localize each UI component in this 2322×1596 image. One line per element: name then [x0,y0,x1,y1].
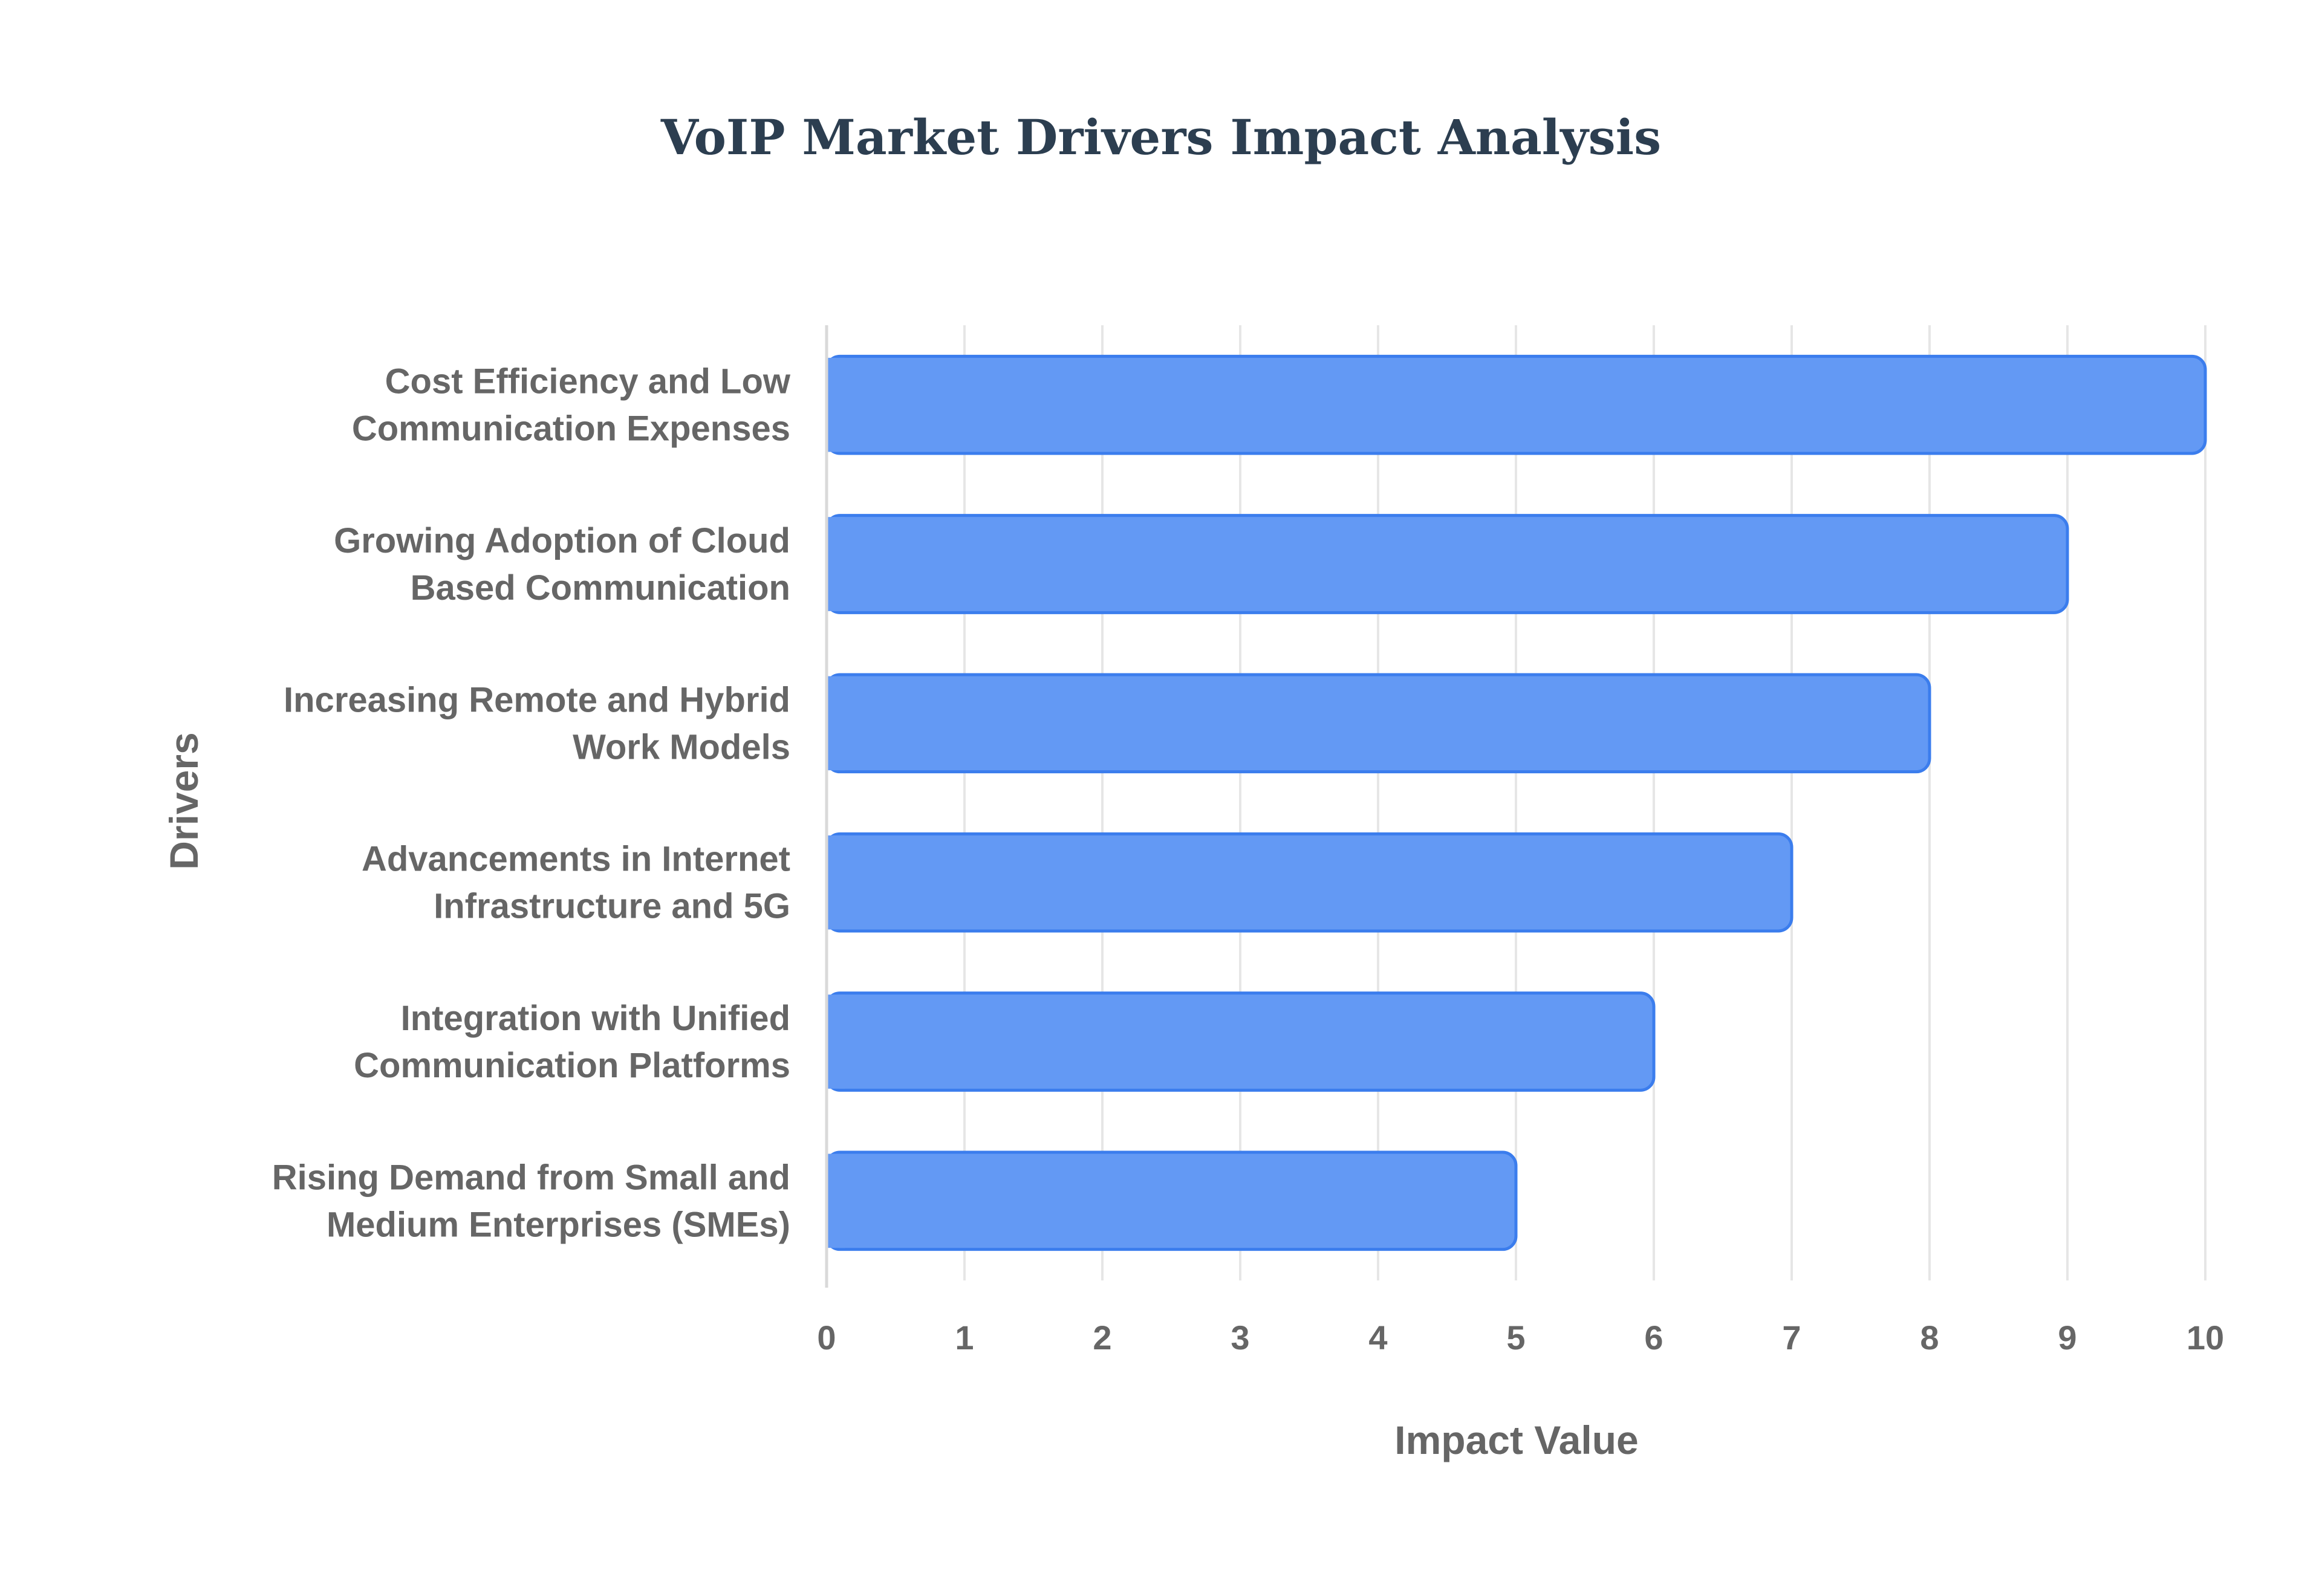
x-tick-label: 0 [817,1319,836,1357]
x-tick-label: 2 [1093,1319,1111,1357]
x-tick-label: 7 [1782,1319,1801,1357]
grid-lines [963,325,2207,1280]
x-tick-label: 9 [2058,1319,2076,1357]
bar-left-edge [827,835,845,930]
x-tick-label: 10 [2187,1319,2224,1357]
x-axis-title: Impact Value [1394,1418,1639,1462]
bar [825,991,1656,1092]
bar [825,832,1794,933]
bar [825,673,1931,774]
bar-left-edge [827,517,845,611]
category-label: Cost Efficiency and Low [385,362,791,401]
category-label: Communication Expenses [352,409,790,449]
bars [825,354,2207,1251]
category-label: Infrastructure and 5G [434,887,790,926]
category-label: Advancements in Internet [362,840,790,879]
x-tick-label: 8 [1920,1319,1939,1357]
x-tick-label: 1 [955,1319,974,1357]
x-tick-labels: 0 1 2 3 4 5 6 7 8 9 10 [817,1319,2224,1357]
bar [825,1150,1518,1251]
bar-left-edge [827,994,845,1089]
category-labels: Cost Efficiency and Low Communication Exp… [272,362,791,1245]
bar [825,354,2207,455]
x-tick-label: 5 [1506,1319,1525,1357]
bar-left-edge [827,676,845,771]
category-label: Medium Enterprises (SMEs) [327,1205,790,1244]
bar-left-edge [827,1153,845,1248]
x-tick-label: 3 [1231,1319,1249,1357]
x-tick-label: 4 [1368,1319,1387,1357]
bar [825,514,2069,614]
category-label: Growing Adoption of Cloud [334,521,790,560]
chart-title: VoIP Market Drivers Impact Analysis [660,109,1661,166]
x-tick-label: 6 [1644,1319,1663,1357]
category-label: Increasing Remote and Hybrid [284,680,790,719]
category-label: Based Communication [411,568,790,608]
category-label: Rising Demand from Small and [272,1158,790,1197]
category-label: Integration with Unified [401,999,790,1038]
bar-left-edge [827,357,845,452]
category-label: Work Models [573,727,790,767]
y-axis-title: Drivers [161,732,206,870]
category-label: Communication Platforms [354,1046,790,1085]
